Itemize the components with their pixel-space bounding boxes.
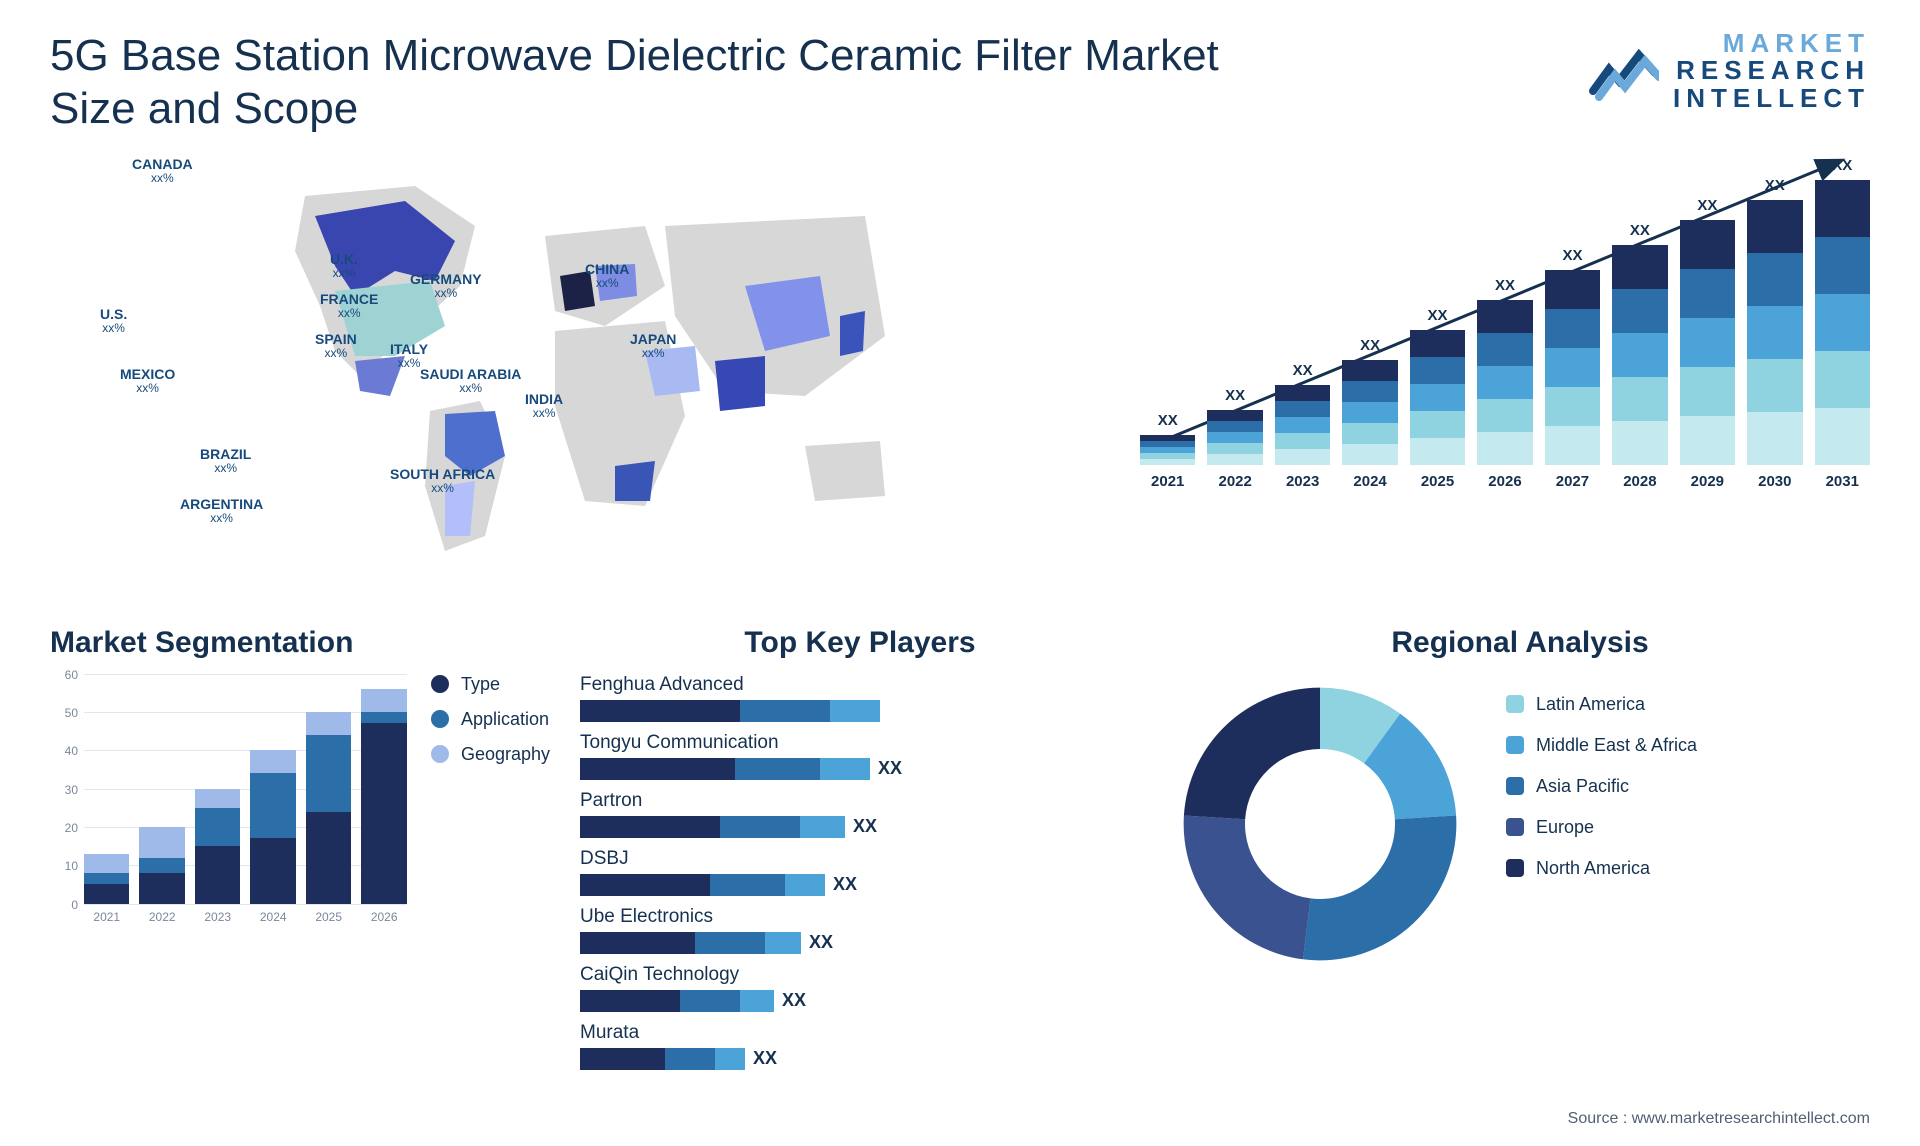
seg-bar: 2021 <box>84 854 129 924</box>
growth-bar: XX2025 <box>1410 307 1465 490</box>
map-label: MEXICOxx% <box>120 366 175 396</box>
map-label: BRAZILxx% <box>200 446 251 476</box>
logo-icon <box>1589 41 1659 101</box>
map-label: FRANCExx% <box>320 291 378 321</box>
growth-bar: XX2028 <box>1612 222 1667 490</box>
player-row: Tongyu CommunicationXX <box>580 732 1140 780</box>
player-row: Fenghua Advanced <box>580 674 1140 722</box>
growth-bar-chart: XX2021XX2022XX2023XX2024XX2025XX2026XX20… <box>1140 156 1870 586</box>
seg-bar: 2026 <box>361 689 406 924</box>
player-row: DSBJXX <box>580 848 1140 896</box>
players-bar-chart: Fenghua Advanced Tongyu CommunicationXX Pa… <box>580 674 1140 1070</box>
map-label: ARGENTINAxx% <box>180 496 263 526</box>
map-label: CHINAxx% <box>585 261 629 291</box>
growth-bar: XX2030 <box>1747 177 1802 490</box>
legend-item: Type <box>431 674 550 695</box>
map-label: INDIAxx% <box>525 391 563 421</box>
legend-item: Middle East & Africa <box>1506 735 1697 756</box>
players-title: Top Key Players <box>580 626 1140 660</box>
regional-legend: Latin America Middle East & Africa Asia Pa… <box>1506 694 1697 879</box>
seg-bar: 2024 <box>250 750 295 923</box>
segmentation-bar-chart: 0102030405060 202120222023202420252026 <box>50 674 407 924</box>
world-map-chart: CANADAxx% U.S.xx% MEXICOxx% BRAZILxx% ARGENT… <box>50 156 1100 586</box>
legend-item: Europe <box>1506 817 1697 838</box>
map-label: SAUDI ARABIAxx% <box>420 366 521 396</box>
map-label: JAPANxx% <box>630 331 676 361</box>
legend-item: Application <box>431 709 550 730</box>
growth-bar: XX2026 <box>1477 277 1532 490</box>
growth-bar: XX2029 <box>1680 197 1735 490</box>
legend-item: North America <box>1506 858 1697 879</box>
legend-item: Geography <box>431 744 550 765</box>
growth-bar: XX2024 <box>1342 337 1397 490</box>
source-credit: Source : www.marketresearchintellect.com <box>1568 1110 1870 1128</box>
seg-bar: 2025 <box>306 712 351 924</box>
player-row: PartronXX <box>580 790 1140 838</box>
player-row: CaiQin TechnologyXX <box>580 964 1140 1012</box>
map-label: SPAINxx% <box>315 331 357 361</box>
regional-title: Regional Analysis <box>1170 626 1870 660</box>
map-label: U.S.xx% <box>100 306 127 336</box>
brand-logo: MARKET RESEARCH INTELLECT <box>1589 30 1870 112</box>
map-label: CANADAxx% <box>132 156 193 186</box>
segmentation-legend: Type Application Geography <box>431 674 550 765</box>
player-row: Ube ElectronicsXX <box>580 906 1140 954</box>
player-row: MurataXX <box>580 1022 1140 1070</box>
segmentation-title: Market Segmentation <box>50 626 550 660</box>
map-label: GERMANYxx% <box>410 271 482 301</box>
growth-bar: XX2022 <box>1207 387 1262 490</box>
growth-bar: XX2027 <box>1545 247 1600 490</box>
growth-bar: XX2021 <box>1140 412 1195 490</box>
map-label: U.K.xx% <box>330 251 358 281</box>
growth-bar: XX2031 <box>1815 157 1870 490</box>
legend-item: Latin America <box>1506 694 1697 715</box>
regional-donut-chart <box>1170 674 1470 979</box>
seg-bar: 2023 <box>195 789 240 924</box>
map-label: SOUTH AFRICAxx% <box>390 466 495 496</box>
page-title: 5G Base Station Microwave Dielectric Cer… <box>50 30 1250 136</box>
growth-bar: XX2023 <box>1275 362 1330 490</box>
legend-item: Asia Pacific <box>1506 776 1697 797</box>
seg-bar: 2022 <box>139 827 184 924</box>
